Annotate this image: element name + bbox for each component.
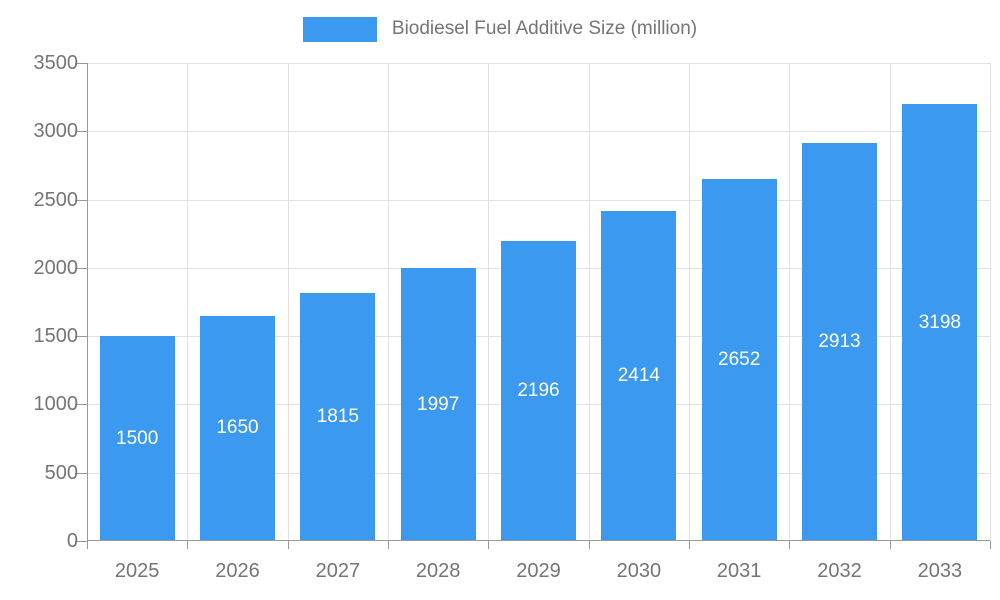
bar-2031: 2652 (701, 178, 777, 541)
plot-area: 1500 1650 1815 1997 2196 2414 2652 2913 3198 (87, 63, 991, 541)
x-axis-tick-label: 2027 (315, 560, 361, 582)
y-axis-tick-label: 1000 (33, 393, 79, 416)
gridline-vertical (187, 63, 189, 541)
y-axis-tick (75, 472, 87, 474)
gridline-vertical (889, 63, 891, 541)
bar-2029: 2196 (501, 241, 576, 541)
bar-2033: 3198 (902, 104, 978, 541)
y-axis-tick (75, 336, 87, 338)
bar-2032: 2913 (802, 143, 877, 541)
x-axis-tick (287, 541, 289, 549)
bar-2026: 1650 (200, 315, 275, 541)
x-axis-tick (87, 541, 88, 549)
gridline-vertical (287, 63, 289, 541)
legend-swatch (302, 16, 377, 42)
bar-value-label: 1650 (216, 417, 259, 439)
x-axis-tick (588, 541, 590, 549)
x-axis-tick (187, 541, 189, 549)
gridline-vertical (388, 63, 389, 541)
gridline-horizontal (87, 199, 990, 201)
legend-label: Biodiesel Fuel Additive Size (million) (391, 18, 698, 39)
gridline-vertical (689, 63, 690, 541)
x-axis-tick-label: 2032 (817, 560, 862, 582)
y-axis-tick (75, 199, 87, 201)
bar-2030: 2414 (601, 211, 677, 541)
x-axis-tick (789, 541, 791, 549)
x-axis-line (87, 540, 990, 541)
bar-2025: 1500 (99, 336, 175, 541)
gridline-vertical (789, 63, 791, 541)
x-axis-tick (889, 541, 891, 549)
x-axis-tick-label: 2026 (215, 560, 260, 582)
y-axis-tick (75, 63, 87, 64)
y-axis-tick-label: 1500 (33, 325, 79, 348)
x-axis-tick-label: 2030 (616, 560, 662, 582)
y-axis-line (87, 63, 88, 541)
y-axis-tick-label: 3500 (33, 52, 79, 74)
x-axis-tick (388, 541, 389, 549)
y-axis-tick-label: 2500 (33, 188, 79, 211)
bar-value-label: 2913 (818, 331, 861, 353)
x-axis-tick (488, 541, 490, 549)
bar-value-label: 2414 (617, 365, 660, 387)
gridline-vertical (990, 63, 991, 541)
bar-value-label: 2652 (718, 348, 761, 370)
x-axis-tick-label: 2025 (114, 560, 160, 582)
x-axis-tick-label: 2028 (415, 560, 461, 582)
gridline-horizontal (87, 63, 990, 64)
x-axis-tick-label: 2031 (716, 560, 762, 582)
legend-item[interactable]: Biodiesel Fuel Additive Size (million) (0, 15, 1000, 43)
y-axis-tick-label: 500 (44, 461, 78, 484)
gridline-horizontal (87, 131, 990, 133)
y-axis-tick-label: 3000 (33, 120, 79, 143)
gridline-vertical (588, 63, 590, 541)
x-axis-tick-label: 2033 (917, 560, 963, 582)
bar-value-label: 1815 (316, 406, 359, 428)
y-axis-tick (75, 541, 87, 542)
bar-value-label: 1500 (116, 427, 159, 449)
bar-2028: 1997 (400, 268, 476, 541)
x-axis-tick-label: 2029 (516, 560, 561, 582)
y-axis-tick (75, 404, 87, 406)
bar-2027: 1815 (300, 293, 376, 541)
bar-value-label: 3198 (918, 311, 961, 333)
y-axis-tick (75, 267, 87, 269)
x-axis-tick (689, 541, 690, 549)
y-axis-tick-label: 0 (66, 530, 78, 552)
bar-value-label: 2196 (517, 380, 560, 402)
bar-value-label: 1997 (417, 393, 460, 415)
y-axis-tick-label: 2000 (33, 256, 79, 279)
y-axis-tick (75, 131, 87, 133)
x-axis-tick (990, 541, 991, 549)
gridline-vertical (488, 63, 490, 541)
